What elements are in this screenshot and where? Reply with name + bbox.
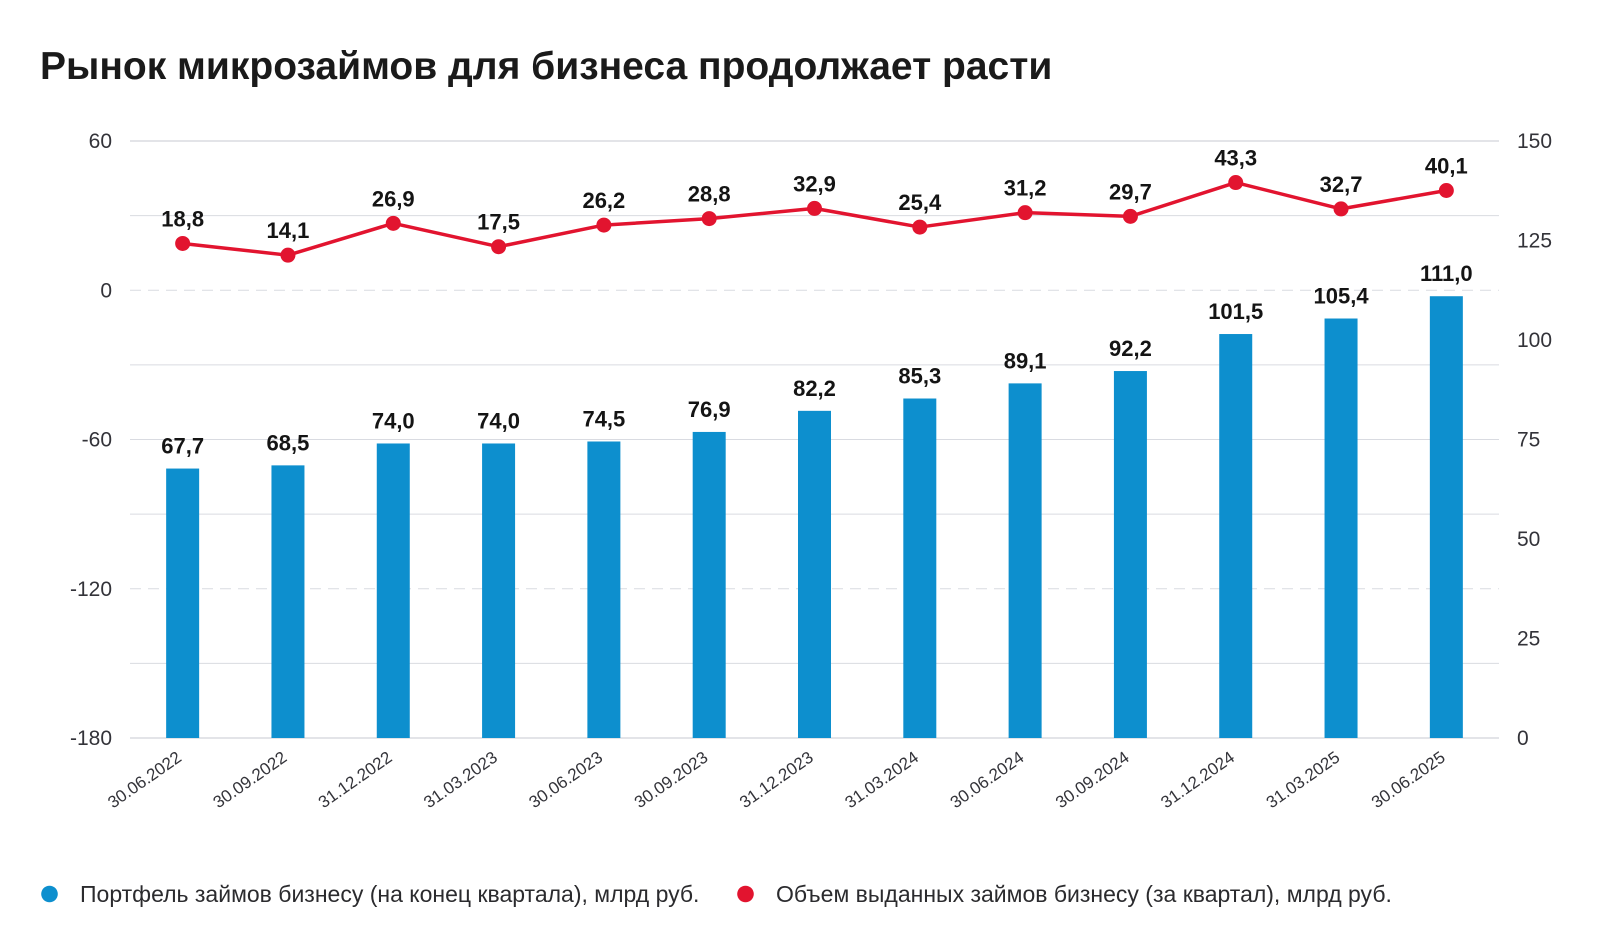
svg-text:76,9: 76,9: [688, 397, 731, 422]
svg-text:74,5: 74,5: [582, 406, 625, 431]
svg-text:89,1: 89,1: [1004, 348, 1047, 373]
svg-text:85,3: 85,3: [898, 364, 941, 389]
svg-text:32,7: 32,7: [1320, 172, 1363, 197]
svg-text:17,5: 17,5: [477, 210, 520, 235]
svg-text:43,3: 43,3: [1214, 146, 1257, 171]
svg-text:30.09.2024: 30.09.2024: [1052, 748, 1133, 812]
svg-text:30.09.2022: 30.09.2022: [210, 748, 291, 812]
svg-text:32,9: 32,9: [793, 171, 836, 196]
svg-text:Портфель займов бизнесу (на ко: Портфель займов бизнесу (на конец кварта…: [80, 881, 699, 907]
svg-text:74,0: 74,0: [372, 408, 415, 433]
svg-text:25,4: 25,4: [898, 190, 942, 215]
svg-text:31.03.2024: 31.03.2024: [842, 748, 923, 812]
svg-text:26,9: 26,9: [372, 186, 415, 211]
svg-text:-120: -120: [70, 578, 112, 601]
svg-text:30.09.2023: 30.09.2023: [631, 748, 712, 812]
svg-text:31.12.2022: 31.12.2022: [315, 748, 396, 812]
svg-text:29,7: 29,7: [1109, 179, 1152, 204]
svg-text:0: 0: [1517, 727, 1529, 750]
svg-text:30.06.2025: 30.06.2025: [1368, 748, 1449, 812]
svg-text:92,2: 92,2: [1109, 336, 1152, 361]
svg-text:74,0: 74,0: [477, 408, 520, 433]
svg-text:28,8: 28,8: [688, 182, 731, 207]
svg-text:31.12.2023: 31.12.2023: [736, 748, 817, 812]
svg-text:31.12.2024: 31.12.2024: [1157, 748, 1238, 812]
svg-text:Объем выданных займов бизнесу: Объем выданных займов бизнесу (за кварта…: [776, 881, 1392, 907]
svg-text:26,2: 26,2: [582, 188, 625, 213]
svg-text:111,0: 111,0: [1420, 261, 1473, 286]
svg-text:60: 60: [89, 130, 112, 153]
svg-text:105,4: 105,4: [1314, 284, 1370, 309]
svg-text:30.06.2022: 30.06.2022: [104, 748, 185, 812]
svg-text:18,8: 18,8: [161, 206, 204, 231]
svg-text:150: 150: [1517, 130, 1552, 153]
svg-text:30.06.2023: 30.06.2023: [526, 748, 607, 812]
svg-text:25: 25: [1517, 628, 1540, 651]
svg-text:101,5: 101,5: [1208, 299, 1263, 324]
svg-text:-180: -180: [70, 727, 112, 750]
svg-text:31.03.2025: 31.03.2025: [1263, 748, 1344, 812]
svg-text:82,2: 82,2: [793, 376, 836, 401]
svg-text:31,2: 31,2: [1004, 176, 1047, 201]
svg-text:40,1: 40,1: [1425, 154, 1468, 179]
svg-text:68,5: 68,5: [267, 430, 310, 455]
svg-text:50: 50: [1517, 528, 1540, 551]
svg-text:75: 75: [1517, 429, 1540, 452]
svg-text:125: 125: [1517, 230, 1552, 253]
svg-text:-60: -60: [82, 429, 112, 452]
svg-text:0: 0: [100, 279, 112, 302]
svg-text:100: 100: [1517, 329, 1552, 352]
svg-text:67,7: 67,7: [161, 434, 204, 459]
svg-text:31.03.2023: 31.03.2023: [420, 748, 501, 812]
svg-text:14,1: 14,1: [267, 218, 310, 243]
svg-text:30.06.2024: 30.06.2024: [947, 748, 1028, 812]
